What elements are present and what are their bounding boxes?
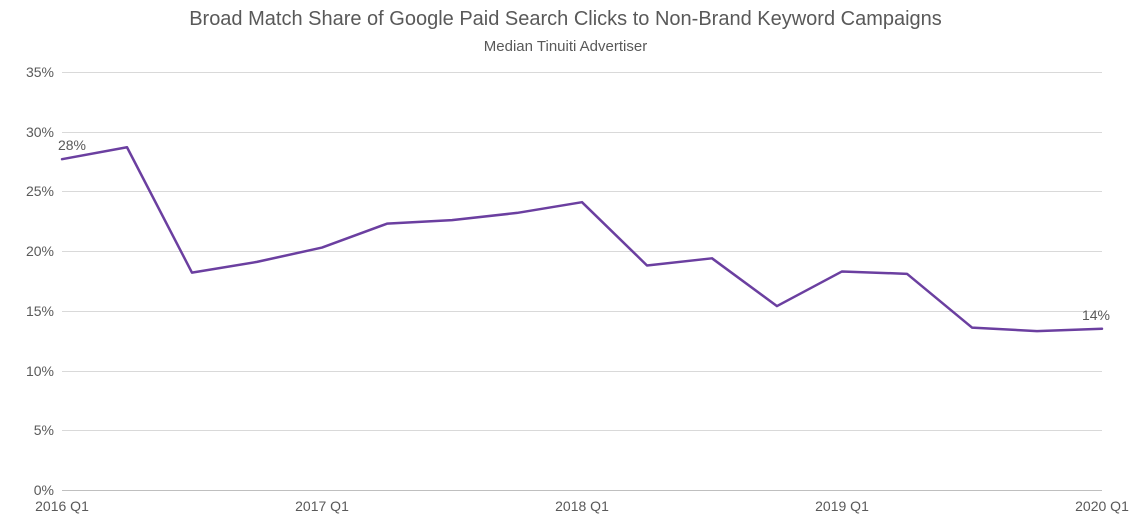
y-tick-label: 5%: [34, 422, 62, 438]
plot-area: 0%5%10%15%20%25%30%35%2016 Q12017 Q12018…: [62, 72, 1102, 490]
x-tick-label: 2019 Q1: [815, 490, 869, 514]
y-tick-label: 30%: [26, 124, 62, 140]
y-tick-label: 20%: [26, 243, 62, 259]
chart-subtitle: Median Tinuiti Advertiser: [0, 38, 1131, 55]
line-series: [62, 72, 1102, 490]
chart-title: Broad Match Share of Google Paid Search …: [0, 8, 1131, 31]
x-tick-label: 2020 Q1: [1075, 490, 1129, 514]
y-tick-label: 25%: [26, 183, 62, 199]
x-tick-label: 2017 Q1: [295, 490, 349, 514]
x-tick-label: 2016 Q1: [35, 490, 89, 514]
y-tick-label: 35%: [26, 64, 62, 80]
y-tick-label: 15%: [26, 303, 62, 319]
data-point-label: 14%: [1082, 307, 1110, 323]
y-tick-label: 10%: [26, 363, 62, 379]
x-tick-label: 2018 Q1: [555, 490, 609, 514]
data-point-label: 28%: [58, 137, 86, 153]
chart-container: Broad Match Share of Google Paid Search …: [0, 0, 1131, 532]
